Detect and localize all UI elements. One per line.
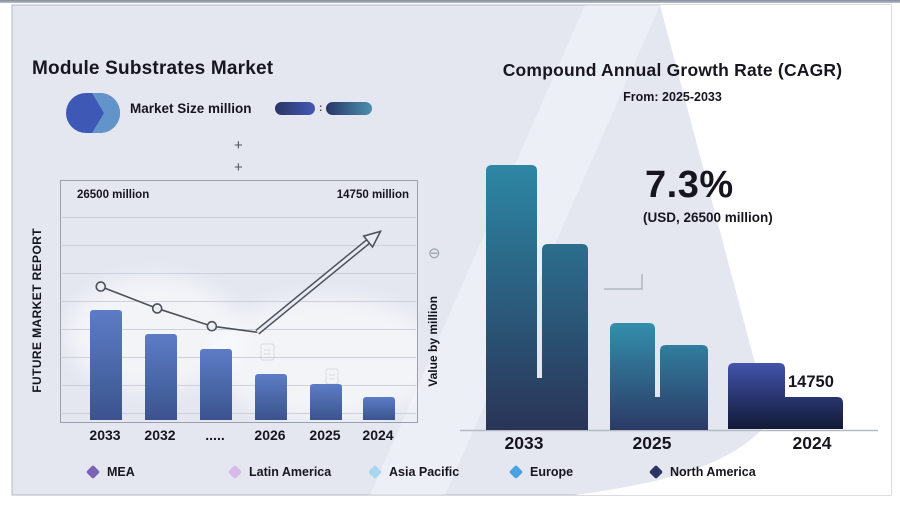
future-market-report-label: FUTURE MARKET REPORT — [30, 228, 44, 393]
legend-label: Latin America — [249, 465, 332, 479]
cagr-bar-group-2033 — [486, 165, 588, 430]
cagr-percentage: 7.3% — [645, 164, 734, 206]
trend-marker — [206, 320, 218, 332]
bar-2025 — [310, 384, 342, 420]
trend-marker — [95, 281, 107, 292]
market-size-pill-icon — [66, 93, 120, 133]
cagr-subtitle: From: 2025-2033 — [623, 90, 722, 104]
bar-series — [61, 181, 417, 420]
x-label: 2024 — [362, 427, 394, 443]
legend-label: Europe — [530, 465, 574, 479]
x-axis-labels: 2033 2032..... 2026 2025 2024 — [60, 427, 418, 447]
legend-diamond-icon — [85, 464, 101, 480]
legend-label: North America — [670, 465, 756, 479]
x-label: ..... — [205, 427, 225, 443]
cagr-title: Compound Annual Growth Rate (CAGR) — [502, 60, 843, 80]
bar-2024 — [363, 397, 395, 420]
legend-diamond-icon — [227, 464, 243, 480]
ratio-pills: : — [275, 102, 373, 115]
bar-2032 — [145, 334, 177, 420]
legend-label: MEA — [107, 465, 135, 479]
ghost-doc-icons — [260, 343, 339, 385]
ratio-pill-right — [326, 102, 373, 115]
bar-..... — [200, 349, 232, 420]
right-header: Compound Annual Growth Rate (CAGR) From:… — [460, 60, 885, 104]
legend-item-latin-america: Latin America — [227, 464, 332, 480]
ratio-separator: : — [319, 103, 323, 114]
market-size-chart: 26500 million 14750 million — [60, 180, 418, 423]
legend-label: Asia Pacific — [389, 465, 460, 479]
cagr-bar-group-2024 — [728, 363, 843, 429]
value-by-million-label: Value by million — [426, 296, 440, 387]
ratio-pill-left — [275, 102, 315, 115]
base-value-annotation: 14750 million — [336, 189, 409, 201]
minus-circle-icon: ⊖ — [428, 245, 441, 262]
legend-diamond-icon — [648, 464, 664, 480]
x-label: 2025 — [309, 427, 341, 443]
legend-item-north-america: North America — [648, 464, 756, 480]
legend-diamond-icon — [508, 464, 524, 480]
legend-diamond-icon — [367, 464, 383, 480]
max-value-annotation: 26500 million — [77, 189, 150, 201]
cagr-usd-caption: (USD, 26500 million) — [643, 210, 773, 225]
market-size-label: Market Size million — [130, 101, 252, 116]
bar-2026 — [255, 374, 287, 420]
x-label: 2033 — [89, 427, 121, 443]
plus-decoration: + — [234, 137, 243, 154]
trend-arrow-overlay — [95, 230, 383, 385]
legend-item-mea: MEA — [85, 464, 135, 480]
value-2024-label: 14750 — [788, 373, 834, 391]
x-label: 2032 — [144, 427, 176, 443]
cagr-bar-group-2025 — [610, 323, 708, 430]
legend-item-asia-pacific: Asia Pacific — [367, 464, 460, 480]
bar-2033 — [90, 310, 122, 420]
white-sweep — [575, 5, 891, 495]
plus-decoration: + — [234, 159, 243, 176]
cagr-bars-chart — [460, 165, 878, 432]
trend-marker — [151, 303, 163, 314]
legend-item-europe: Europe — [508, 464, 574, 480]
window-top-edge — [0, 0, 900, 3]
page-title: Module Substrates Market — [32, 58, 274, 79]
right-x-label: 2033 — [504, 433, 544, 453]
x-label: 2026 — [254, 427, 286, 443]
corner-line-decoration — [604, 274, 643, 290]
right-x-label: 2024 — [792, 433, 832, 453]
right-x-label: 2025 — [632, 433, 672, 453]
